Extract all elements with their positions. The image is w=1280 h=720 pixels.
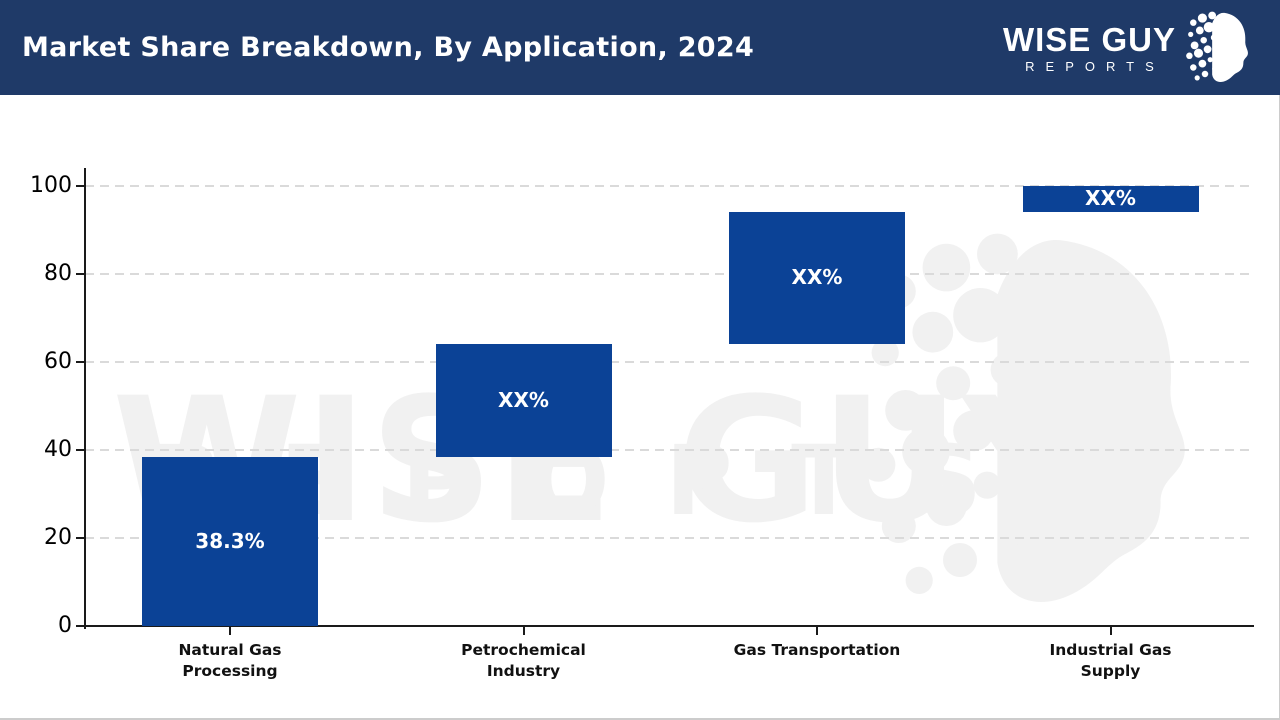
bar-value-label-gas-transportation: XX% xyxy=(791,264,843,289)
gridline-60 xyxy=(85,361,1254,363)
chart-title: Market Share Breakdown, By Application, … xyxy=(22,32,755,63)
gridline-40 xyxy=(85,449,1254,451)
bar-industrial-gas-supply xyxy=(1022,186,1199,212)
y-tick-label-100: 100 xyxy=(30,173,72,198)
x-axis-label-petrochemical-industry: Petrochemical Industry xyxy=(461,641,586,680)
x-tick-natural-gas-processing xyxy=(229,627,231,635)
x-axis-label-industrial-gas-supply: Industrial Gas Supply xyxy=(1049,641,1172,680)
y-tick-60 xyxy=(76,361,84,363)
header-bar: Market Share Breakdown, By Application, … xyxy=(0,0,1280,95)
wise-guy-logo: WISE GUY REPORTS xyxy=(1003,9,1254,87)
bar-value-label-industrial-gas-supply: XX% xyxy=(1085,185,1136,210)
y-tick-label-80: 80 xyxy=(44,261,72,286)
x-axis-label-natural-gas-processing: Natural Gas Processing xyxy=(178,641,282,680)
y-tick-label-40: 40 xyxy=(44,437,72,462)
x-tick-petrochemical-industry xyxy=(522,627,525,635)
logo-head-icon xyxy=(1186,11,1248,82)
y-tick-0 xyxy=(76,625,84,627)
y-axis-line xyxy=(84,168,86,629)
x-axis-line xyxy=(84,625,1254,627)
x-tick-gas-transportation xyxy=(816,627,818,635)
gridline-100 xyxy=(85,185,1254,187)
logo-subtext: REPORTS xyxy=(1025,58,1165,74)
gridline-80 xyxy=(85,273,1254,275)
y-tick-20 xyxy=(76,537,84,539)
y-tick-100 xyxy=(76,185,84,187)
logo-wordmark: WISE GUY xyxy=(1002,20,1176,58)
bar-value-label-petrochemical-industry: XX% xyxy=(498,387,549,412)
bar-petrochemical-industry xyxy=(435,343,612,458)
x-axis-label-gas-transportation: Gas Transportation xyxy=(733,641,901,659)
logo-text: WISE GUY REPORTS xyxy=(1003,23,1176,73)
y-tick-label-0: 0 xyxy=(58,613,72,638)
bar-value-label-natural-gas-processing: 38.3% xyxy=(195,528,265,553)
y-tick-label-20: 20 xyxy=(44,525,72,550)
y-tick-40 xyxy=(76,449,84,451)
chart-area: WISE GUY REPORTS 0 20 40 60 80 100 38.3% Natura… xyxy=(0,95,1280,706)
x-tick-industrial-gas-supply xyxy=(1109,627,1112,635)
y-tick-80 xyxy=(76,273,84,275)
bar-natural-gas-processing xyxy=(142,457,318,626)
gridline-20 xyxy=(85,537,1254,539)
y-tick-label-60: 60 xyxy=(44,349,72,374)
watermark-head-icon xyxy=(861,233,1185,602)
